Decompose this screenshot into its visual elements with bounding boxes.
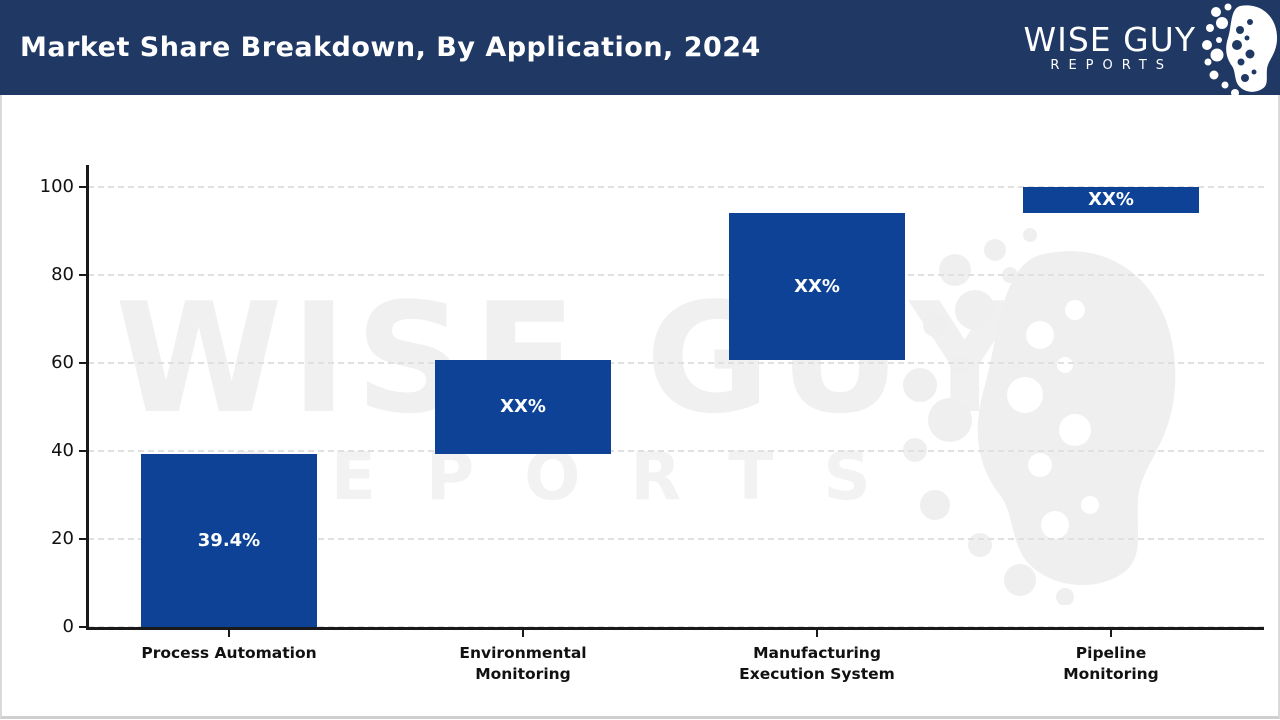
brand-text: WISE GUY REPORTS <box>1023 23 1196 73</box>
y-tick-40 <box>79 450 87 452</box>
y-tick-0 <box>79 626 87 628</box>
x-tick-4 <box>1110 629 1112 637</box>
gridline-60 <box>88 362 1264 364</box>
y-tick-label-40: 40 <box>51 440 74 461</box>
y-axis-line <box>86 165 89 629</box>
header-bar: Market Share Breakdown, By Application, … <box>0 0 1280 95</box>
x-tick-2 <box>522 629 524 637</box>
x-tick-1 <box>228 629 230 637</box>
gridline-20 <box>88 538 1264 540</box>
brand-name: WISE GUY <box>1023 19 1196 59</box>
gridline-40 <box>88 450 1264 452</box>
y-tick-80 <box>79 274 87 276</box>
brand-subtitle: REPORTS <box>1050 57 1174 73</box>
y-tick-60 <box>79 362 87 364</box>
x-category-label-4: Pipeline Monitoring <box>1063 644 1159 683</box>
y-tick-label-80: 80 <box>51 264 74 285</box>
y-tick-label-60: 60 <box>51 352 74 373</box>
bar-4: XX% <box>1023 187 1199 213</box>
bar-value-label-1: 39.4% <box>197 529 261 551</box>
x-axis-line <box>86 627 1264 630</box>
y-tick-100 <box>79 186 87 188</box>
x-category-label-1: Process Automation <box>141 644 317 662</box>
x-category-label-2: Environmental Monitoring <box>459 644 587 683</box>
bar-value-label-4: XX% <box>1088 189 1134 211</box>
watermark-face-icon <box>903 228 1176 605</box>
y-tick-label-20: 20 <box>51 528 74 549</box>
x-category-label-3: Manufacturing Execution System <box>739 644 895 683</box>
bar-3: XX% <box>729 212 905 361</box>
page-title: Market Share Breakdown, By Application, … <box>20 32 761 63</box>
brand-face-icon <box>1202 3 1278 95</box>
y-tick-label-100: 100 <box>39 176 74 197</box>
bar-value-label-3: XX% <box>794 276 840 298</box>
gridline-80 <box>88 274 1264 276</box>
brand-logo: WISE GUY REPORTS <box>1023 0 1280 95</box>
x-tick-3 <box>816 629 818 637</box>
gridline-100 <box>88 186 1264 188</box>
bar-1: 39.4% <box>141 453 317 627</box>
y-tick-label-0: 0 <box>62 616 74 637</box>
bar-2: XX% <box>435 360 611 454</box>
bar-value-label-2: XX% <box>500 396 546 418</box>
y-tick-20 <box>79 538 87 540</box>
waterfall-chart: 0 20 40 60 80 100 39.4% Process Automation XX% En… <box>0 95 1280 720</box>
